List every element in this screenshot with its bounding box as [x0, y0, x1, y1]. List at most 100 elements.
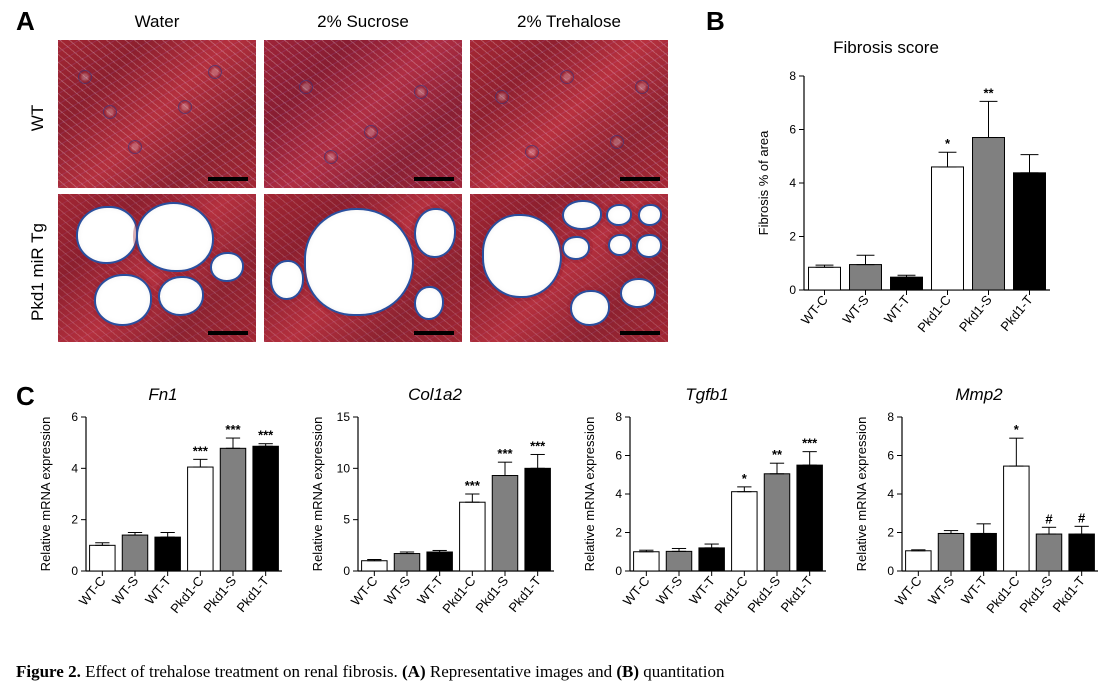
- micrograph-wt-sucrose: [264, 40, 462, 188]
- svg-text:Pkd1-T: Pkd1-T: [506, 573, 544, 615]
- svg-text:WT-T: WT-T: [881, 292, 913, 326]
- panel-b-title: Fibrosis score: [706, 38, 1066, 58]
- svg-text:0: 0: [71, 564, 78, 578]
- panel-c-chart-tgfb1: Tgfb1 02468Relative mRNA expressionWT-CW…: [582, 385, 832, 642]
- panel-c-chart-mmp2: Mmp2 02468Relative mRNA expressionWT-CWT…: [854, 385, 1104, 642]
- svg-text:Pkd1-S: Pkd1-S: [956, 292, 995, 335]
- panel-a-col-header: Water: [58, 12, 256, 34]
- svg-text:#: #: [1045, 511, 1053, 526]
- micrograph-pkd1-trehalose: [470, 194, 668, 342]
- svg-text:Pkd1-T: Pkd1-T: [997, 292, 1035, 334]
- scale-bar: [414, 331, 454, 335]
- panel-a-col-header: 2% Trehalose: [470, 12, 668, 34]
- svg-text:WT-C: WT-C: [76, 573, 109, 608]
- chart-title: Tgfb1: [582, 385, 832, 405]
- svg-text:6: 6: [789, 123, 796, 137]
- caption-body-3: quantitation: [643, 662, 724, 681]
- svg-text:Pkd1-C: Pkd1-C: [711, 573, 750, 616]
- svg-text:5: 5: [343, 513, 350, 527]
- svg-text:WT-S: WT-S: [381, 573, 414, 608]
- micrograph-pkd1-water: [58, 194, 256, 342]
- svg-text:4: 4: [615, 487, 622, 501]
- panel-a-letter: A: [16, 6, 35, 37]
- svg-text:*: *: [742, 471, 748, 486]
- svg-text:Relative mRNA expression: Relative mRNA expression: [854, 417, 869, 572]
- figure-root: A Water 2% Sucrose 2% Trehalose: [16, 10, 1096, 682]
- svg-text:0: 0: [887, 564, 894, 578]
- scale-bar: [208, 331, 248, 335]
- svg-text:***: ***: [530, 438, 546, 453]
- svg-text:Relative mRNA expression: Relative mRNA expression: [310, 417, 325, 572]
- svg-text:Pkd1-C: Pkd1-C: [439, 573, 478, 616]
- caption-ref-a: (A): [402, 662, 426, 681]
- svg-text:0: 0: [789, 283, 796, 297]
- svg-text:***: ***: [193, 443, 209, 458]
- svg-text:***: ***: [225, 422, 241, 437]
- panel-a-row-label: WT: [28, 105, 48, 131]
- scale-bar: [414, 177, 454, 181]
- micrograph-wt-water: [58, 40, 256, 188]
- svg-text:*: *: [1014, 422, 1020, 437]
- svg-text:Pkd1-S: Pkd1-S: [472, 573, 511, 616]
- svg-text:4: 4: [71, 461, 78, 475]
- panel-a-row-label: Pkd1 miR Tg: [28, 223, 48, 321]
- svg-text:WT-T: WT-T: [958, 573, 990, 607]
- svg-text:Pkd1-T: Pkd1-T: [1050, 573, 1088, 615]
- svg-text:***: ***: [258, 428, 274, 443]
- panel-a-col-header: 2% Sucrose: [264, 12, 462, 34]
- svg-text:4: 4: [887, 487, 894, 501]
- svg-text:2: 2: [789, 230, 796, 244]
- panel-a: A Water 2% Sucrose 2% Trehalose: [16, 10, 676, 361]
- svg-text:WT-S: WT-S: [925, 573, 958, 608]
- svg-text:WT-S: WT-S: [653, 573, 686, 608]
- svg-text:Relative mRNA expression: Relative mRNA expression: [38, 417, 53, 572]
- svg-text:WT-C: WT-C: [620, 573, 653, 608]
- svg-text:Pkd1-C: Pkd1-C: [914, 292, 953, 335]
- scale-bar: [208, 177, 248, 181]
- svg-text:Pkd1-S: Pkd1-S: [744, 573, 783, 616]
- svg-text:**: **: [772, 447, 783, 462]
- chart-title: Fn1: [38, 385, 288, 405]
- panel-c: C Fn1 0246Relative mRNA expressionWT-CWT…: [16, 385, 1096, 642]
- micrograph-wt-trehalose: [470, 40, 668, 188]
- svg-text:***: ***: [802, 436, 818, 451]
- micrograph-pkd1-sucrose: [264, 194, 462, 342]
- svg-text:Pkd1-C: Pkd1-C: [983, 573, 1022, 616]
- svg-text:*: *: [945, 136, 951, 151]
- svg-text:0: 0: [343, 564, 350, 578]
- svg-text:15: 15: [337, 410, 351, 424]
- panel-b-chart: 02468Fibrosis % of areaWT-CWT-SWT-T*Pkd1…: [756, 66, 1036, 361]
- svg-text:Pkd1-T: Pkd1-T: [234, 573, 272, 615]
- panel-c-letter: C: [16, 381, 35, 412]
- svg-text:8: 8: [887, 410, 894, 424]
- svg-text:0: 0: [615, 564, 622, 578]
- svg-text:***: ***: [465, 478, 481, 493]
- svg-text:WT-C: WT-C: [798, 292, 831, 327]
- svg-text:2: 2: [615, 526, 622, 540]
- figure-caption: Figure 2. Effect of trehalose treatment …: [16, 662, 1096, 682]
- panel-b-letter: B: [706, 6, 725, 37]
- svg-text:Pkd1-S: Pkd1-S: [200, 573, 239, 616]
- svg-text:**: **: [983, 85, 994, 100]
- scale-bar: [620, 331, 660, 335]
- svg-text:Pkd1-T: Pkd1-T: [778, 573, 816, 615]
- svg-text:2: 2: [887, 526, 894, 540]
- scale-bar: [620, 177, 660, 181]
- svg-text:6: 6: [615, 449, 622, 463]
- svg-text:WT-T: WT-T: [142, 573, 174, 607]
- svg-text:8: 8: [789, 69, 796, 83]
- caption-body-2: Representative images and: [430, 662, 616, 681]
- svg-text:6: 6: [887, 449, 894, 463]
- panel-b: B Fibrosis score 02468Fibrosis % of area…: [706, 10, 1066, 361]
- svg-text:8: 8: [615, 410, 622, 424]
- caption-ref-b: (B): [616, 662, 639, 681]
- caption-body: Effect of trehalose treatment on renal f…: [85, 662, 402, 681]
- svg-text:WT-T: WT-T: [414, 573, 446, 607]
- svg-text:Fibrosis % of area: Fibrosis % of area: [756, 130, 771, 236]
- svg-text:4: 4: [789, 176, 796, 190]
- svg-text:WT-C: WT-C: [892, 573, 925, 608]
- svg-text:Pkd1-C: Pkd1-C: [167, 573, 206, 616]
- svg-text:WT-C: WT-C: [348, 573, 381, 608]
- svg-text:6: 6: [71, 410, 78, 424]
- svg-text:2: 2: [71, 513, 78, 527]
